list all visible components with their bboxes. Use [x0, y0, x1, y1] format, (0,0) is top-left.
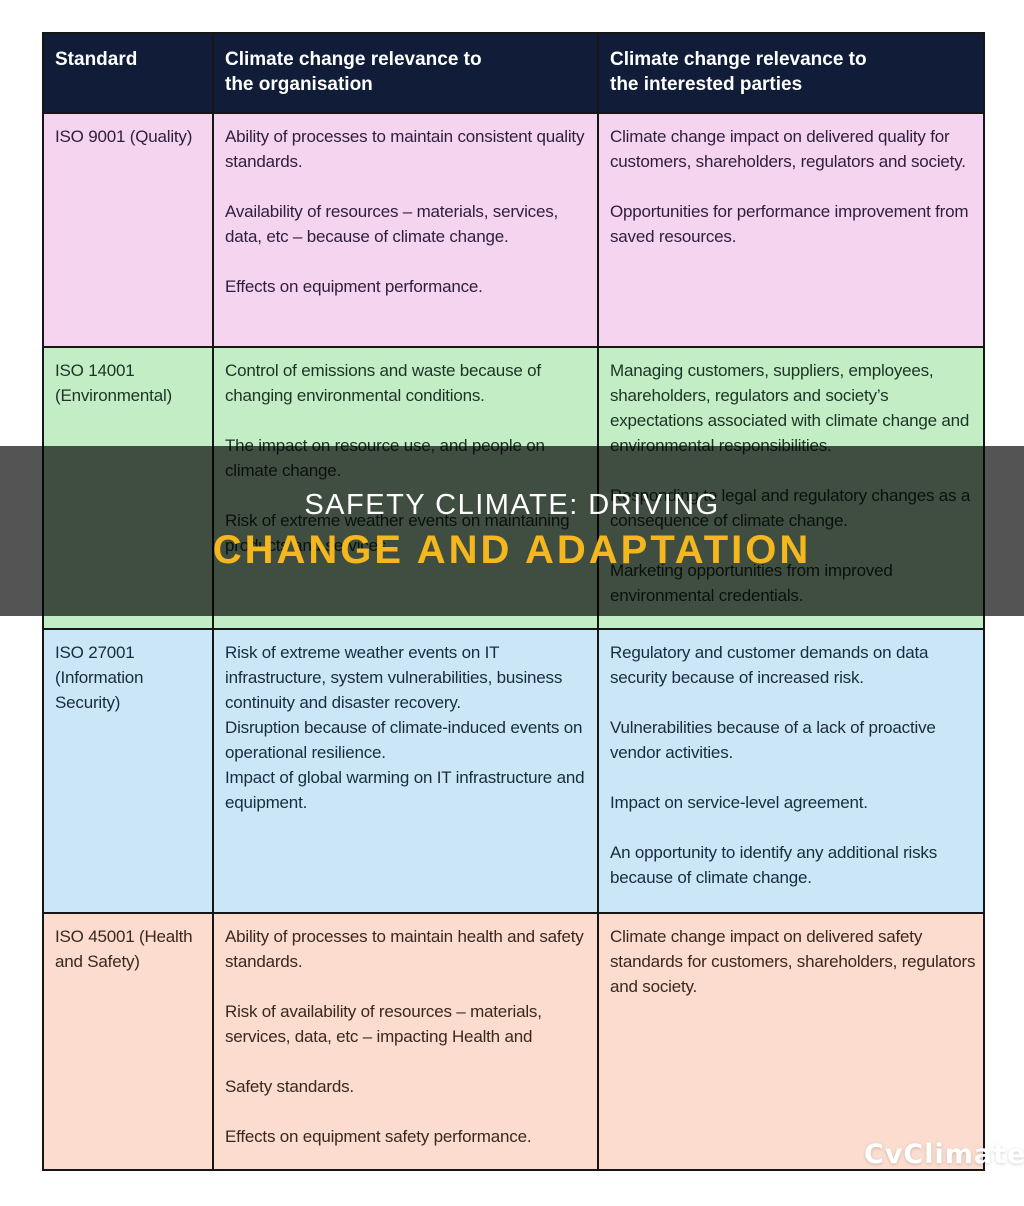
standard-cell-iso-27001: ISO 27001 (Information Security)	[42, 628, 214, 914]
title-banner-overlay: SAFETY CLIMATE: DRIVING CHANGE AND ADAPT…	[0, 446, 1024, 616]
header-standard-label: Standard	[55, 49, 138, 70]
header-cell-organisation: Climate change relevance to the organisa…	[212, 32, 599, 114]
banner-title-line1: SAFETY CLIMATE: DRIVING	[304, 489, 720, 521]
table-header-row: Standard Climate change relevance to the…	[42, 32, 985, 114]
table-row-iso-9001: ISO 9001 (Quality) Ability of processes …	[42, 112, 985, 348]
parties-cell-iso-9001: Climate change impact on delivered quali…	[597, 112, 985, 348]
cvclimate-watermark: CvClimate	[864, 1139, 1024, 1170]
organisation-cell-iso-27001: Risk of extreme weather events on IT inf…	[212, 628, 599, 914]
header-cell-interested-parties: Climate change relevance to the interest…	[597, 32, 985, 114]
parties-cell-iso-27001: Regulatory and customer demands on data …	[597, 628, 985, 914]
parties-cell-iso-45001: Climate change impact on delivered safet…	[597, 912, 985, 1171]
header-parties-line1: Climate change relevance to	[610, 49, 867, 70]
header-cell-standard: Standard	[42, 32, 214, 114]
header-organisation-line1: Climate change relevance to	[225, 49, 482, 70]
standard-cell-iso-45001: ISO 45001 (Health and Safety)	[42, 912, 214, 1171]
table-row-iso-45001: ISO 45001 (Health and Safety) Ability of…	[42, 912, 985, 1171]
banner-title-line2: CHANGE AND ADAPTATION	[212, 528, 812, 572]
header-parties-line2: the interested parties	[610, 74, 803, 95]
organisation-cell-iso-9001: Ability of processes to maintain consist…	[212, 112, 599, 348]
header-organisation-line2: the organisation	[225, 74, 373, 95]
standard-cell-iso-9001: ISO 9001 (Quality)	[42, 112, 214, 348]
table-row-iso-27001: ISO 27001 (Information Security) Risk of…	[42, 628, 985, 914]
organisation-cell-iso-45001: Ability of processes to maintain health …	[212, 912, 599, 1171]
